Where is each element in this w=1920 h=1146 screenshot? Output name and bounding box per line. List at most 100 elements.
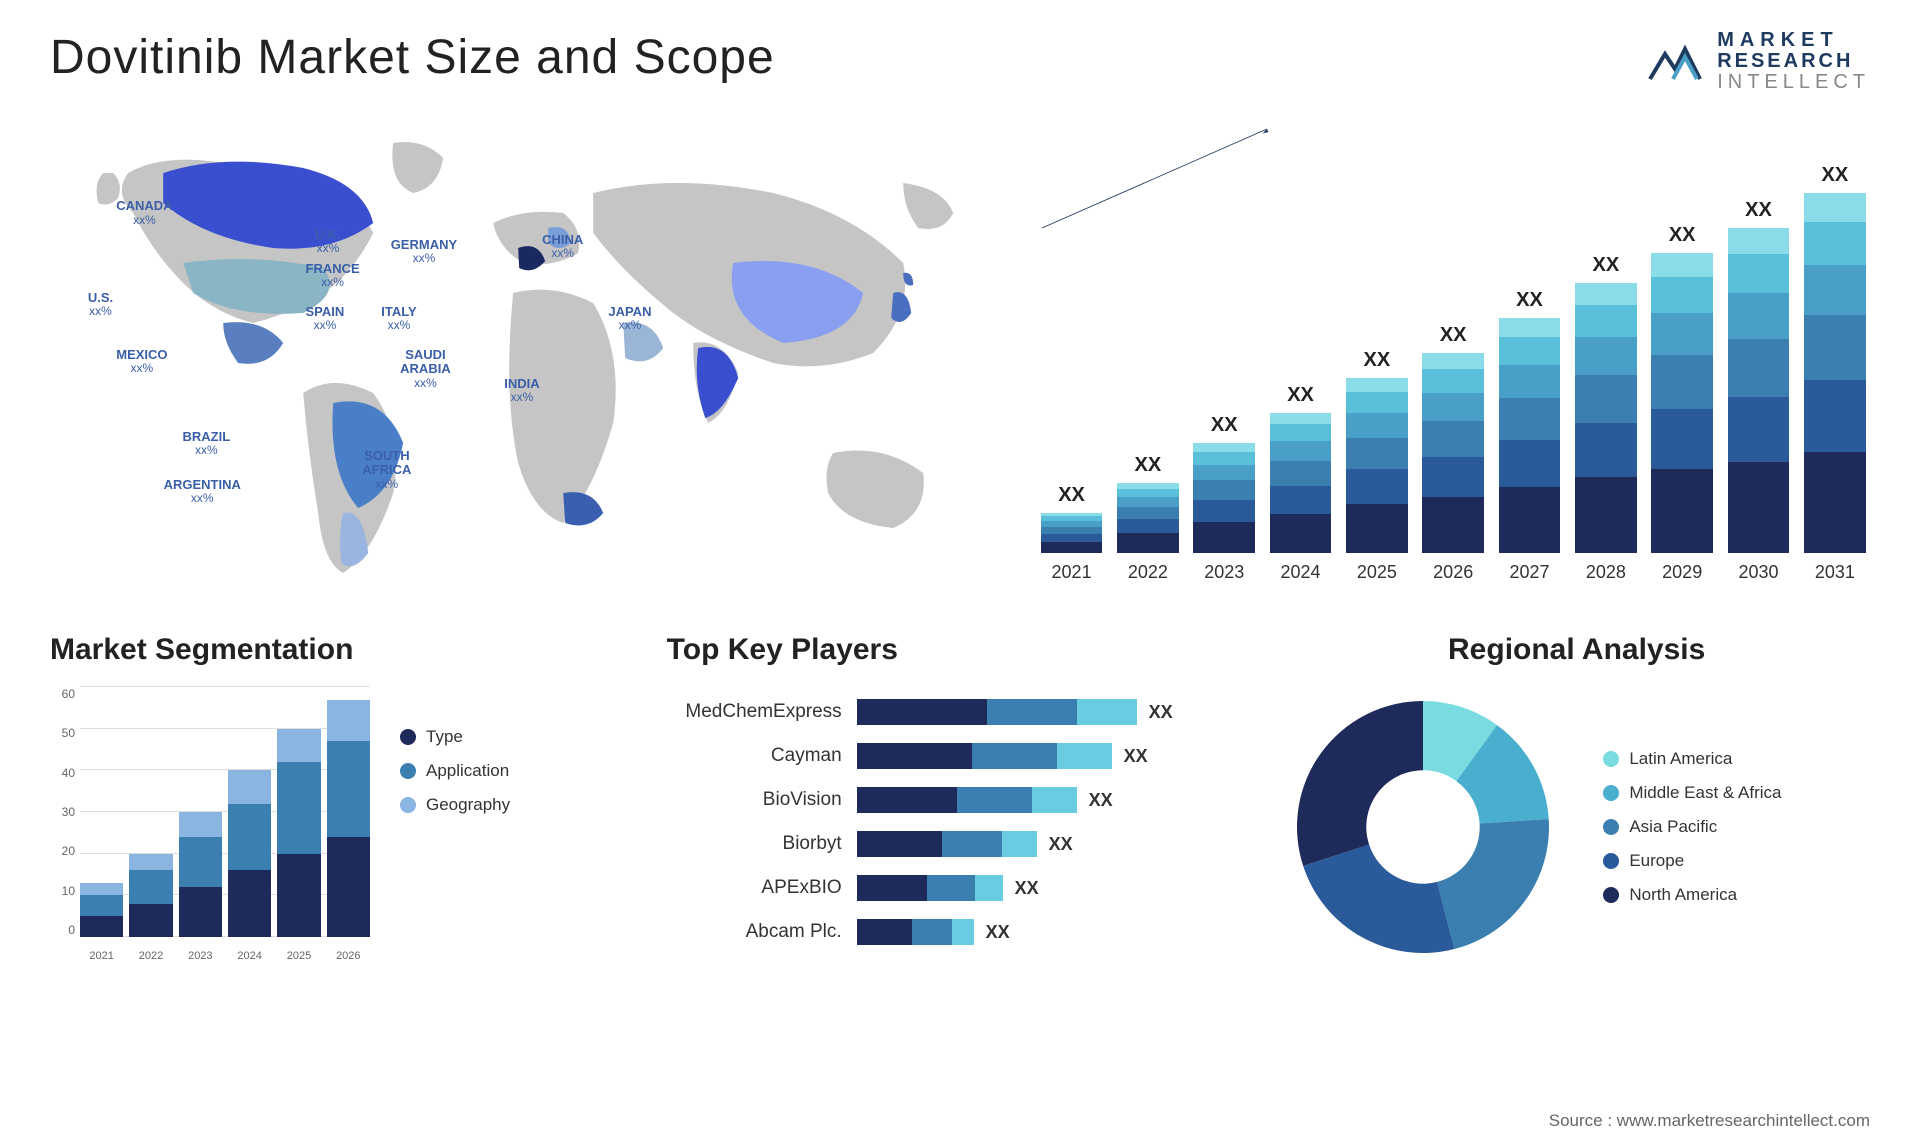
seg-bar-segment	[228, 870, 271, 937]
map-label-us: U.S.xx%	[88, 291, 113, 318]
bar-segment	[1270, 514, 1332, 553]
main-bar-2021: XX	[1036, 484, 1106, 553]
regional-donut-chart	[1283, 687, 1563, 967]
seg-bar-2023	[179, 812, 222, 937]
bar-segment	[1804, 315, 1866, 380]
main-bar-2026: XX	[1418, 324, 1488, 553]
main-bar-value: XX	[1287, 384, 1314, 407]
bar-segment	[1499, 398, 1561, 440]
bar-segment	[1575, 305, 1637, 337]
player-row: CaymanXX	[667, 741, 1254, 771]
map-label-uk: U.K.xx%	[315, 228, 341, 255]
seg-bar-segment	[179, 887, 222, 937]
seg-bar-segment	[228, 804, 271, 871]
main-bar-2024: XX	[1265, 384, 1335, 553]
bar-segment	[1422, 421, 1484, 457]
regional-title: Regional Analysis	[1283, 633, 1870, 667]
bar-segment	[1499, 440, 1561, 487]
seg-bar-segment	[80, 895, 123, 916]
bar-segment	[1117, 533, 1179, 553]
seg-ytick: 10	[50, 884, 75, 898]
logo-text-2: RESEARCH	[1717, 51, 1870, 72]
bar-segment	[1346, 438, 1408, 470]
main-bar-value: XX	[1745, 199, 1772, 222]
regional-legend: Latin AmericaMiddle East & AfricaAsia Pa…	[1603, 749, 1781, 905]
main-bar-2025: XX	[1342, 349, 1412, 553]
regional-legend-item: Asia Pacific	[1603, 817, 1781, 837]
player-bar	[857, 919, 974, 945]
bar-segment	[1041, 542, 1103, 553]
seg-bar-segment	[80, 916, 123, 937]
regional-legend-item: Europe	[1603, 851, 1781, 871]
map-country-safrica	[563, 492, 603, 525]
bar-segment	[1804, 452, 1866, 553]
bar-segment	[1728, 228, 1790, 254]
player-row: BioVisionXX	[667, 785, 1254, 815]
main-bar-2029: XX	[1647, 224, 1717, 553]
main-xaxis-label: 2029	[1647, 562, 1717, 583]
seg-xaxis-label: 2021	[80, 950, 123, 962]
bar-segment	[1270, 413, 1332, 424]
map-label-spain: SPAINxx%	[306, 305, 345, 332]
bar-segment	[1346, 378, 1408, 392]
legend-label: Asia Pacific	[1629, 817, 1717, 837]
player-row: MedChemExpressXX	[667, 697, 1254, 727]
player-bar	[857, 699, 1137, 725]
player-bar-segment	[952, 919, 974, 945]
seg-xaxis-label: 2025	[277, 950, 320, 962]
players-title: Top Key Players	[667, 633, 1254, 667]
donut-slice	[1304, 845, 1455, 953]
main-xaxis-label: 2031	[1800, 562, 1870, 583]
donut-slice	[1437, 819, 1549, 949]
bar-segment	[1270, 486, 1332, 514]
legend-label: Latin America	[1629, 749, 1732, 769]
regional-legend-item: North America	[1603, 885, 1781, 905]
segmentation-chart: 6050403020100 202120222023202420252026	[50, 687, 370, 967]
seg-ytick: 0	[50, 923, 75, 937]
seg-ytick: 30	[50, 805, 75, 819]
seg-bar-segment	[327, 700, 370, 742]
bar-segment	[1346, 413, 1408, 438]
bar-segment	[1499, 337, 1561, 365]
main-bar-value: XX	[1135, 454, 1162, 477]
map-label-italy: ITALYxx%	[381, 305, 416, 332]
legend-dot-icon	[1603, 751, 1619, 767]
main-xaxis-label: 2026	[1418, 562, 1488, 583]
map-country-mexico	[223, 322, 283, 364]
bar-segment	[1728, 254, 1790, 293]
player-name: Cayman	[667, 745, 857, 767]
bar-segment	[1728, 339, 1790, 398]
bar-segment	[1575, 423, 1637, 477]
bar-segment	[1117, 489, 1179, 497]
bar-segment	[1804, 193, 1866, 222]
main-xaxis-label: 2030	[1723, 562, 1793, 583]
bar-segment	[1117, 497, 1179, 507]
map-label-japan: JAPANxx%	[608, 305, 651, 332]
player-name: Abcam Plc.	[667, 921, 857, 943]
player-value: XX	[1089, 790, 1113, 811]
player-value: XX	[1149, 702, 1173, 723]
bar-segment	[1117, 507, 1179, 520]
player-row: APExBIOXX	[667, 873, 1254, 903]
seg-bar-segment	[179, 812, 222, 837]
legend-dot-icon	[1603, 819, 1619, 835]
bar-segment	[1270, 441, 1332, 461]
bar-segment	[1728, 462, 1790, 553]
segmentation-title: Market Segmentation	[50, 633, 637, 667]
player-bar-segment	[857, 699, 987, 725]
map-label-canada: CANADAxx%	[116, 199, 172, 226]
legend-label: Europe	[1629, 851, 1684, 871]
bar-segment	[1193, 480, 1255, 500]
main-bar-value: XX	[1364, 349, 1391, 372]
bar-segment	[1422, 457, 1484, 497]
bar-segment	[1422, 393, 1484, 421]
player-bar-segment	[857, 787, 957, 813]
bar-segment	[1575, 337, 1637, 375]
bar-segment	[1804, 380, 1866, 452]
seg-bar-segment	[129, 904, 172, 937]
seg-xaxis-label: 2022	[129, 950, 172, 962]
bar-segment	[1499, 365, 1561, 398]
bar-segment	[1728, 397, 1790, 462]
map-label-southafrica: SOUTHAFRICAxx%	[362, 449, 411, 491]
player-value: XX	[1049, 834, 1073, 855]
